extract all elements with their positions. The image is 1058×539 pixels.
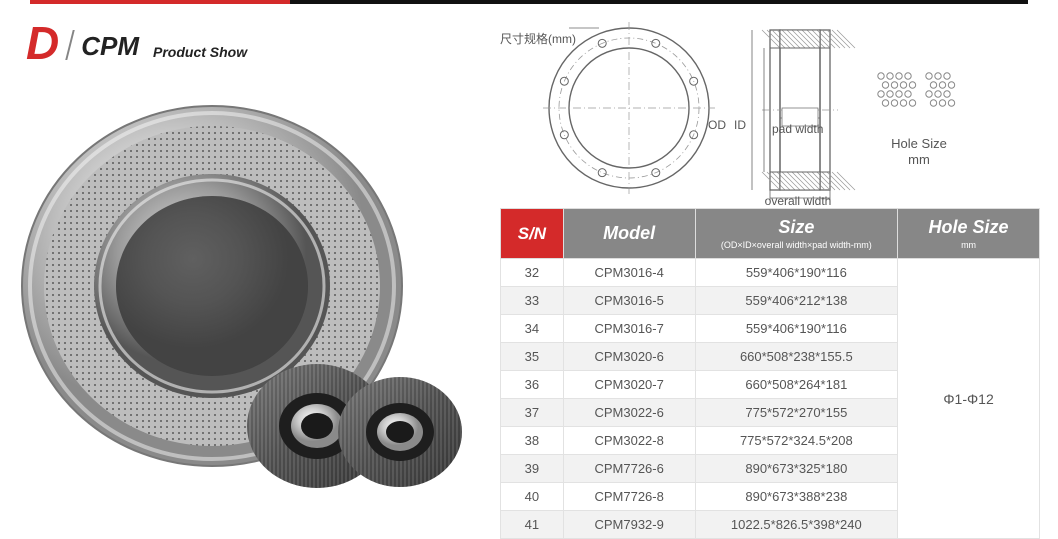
technical-drawings: 尺寸规格(mm) OD ID pad width overall width H… xyxy=(490,16,1030,206)
table-header-row: S/N Model Size (OD×ID×overall width×pad … xyxy=(501,209,1040,259)
cell-size: 559*406*190*116 xyxy=(695,315,898,343)
cell-model: CPM7932-9 xyxy=(563,511,695,539)
hole-pattern-diagram xyxy=(875,70,965,125)
cell-sn: 38 xyxy=(501,427,564,455)
cell-model: CPM3016-4 xyxy=(563,259,695,287)
heading-subtitle: Product Show xyxy=(153,44,247,60)
cell-size: 775*572*270*155 xyxy=(695,399,898,427)
cell-model: CPM3016-5 xyxy=(563,287,695,315)
col-hole-sub: mm xyxy=(902,240,1035,250)
heading-brand: CPM xyxy=(81,31,139,62)
heading-divider xyxy=(65,30,74,60)
cell-size: 660*508*238*155.5 xyxy=(695,343,898,371)
hole-size-text: Hole Size xyxy=(891,136,947,151)
heading-letter: D xyxy=(26,20,59,66)
col-size-text: Size xyxy=(778,217,814,237)
cell-size: 890*673*388*238 xyxy=(695,483,898,511)
cell-sn: 41 xyxy=(501,511,564,539)
cell-sn: 35 xyxy=(501,343,564,371)
cell-size: 559*406*190*116 xyxy=(695,259,898,287)
col-size-sub: (OD×ID×overall width×pad width-mm) xyxy=(700,240,894,250)
col-size: Size (OD×ID×overall width×pad width-mm) xyxy=(695,209,898,259)
cell-size: 660*508*264*181 xyxy=(695,371,898,399)
ring-side-view xyxy=(740,28,860,209)
cell-model: CPM3020-7 xyxy=(563,371,695,399)
cell-sn: 36 xyxy=(501,371,564,399)
cell-model: CPM7726-6 xyxy=(563,455,695,483)
spec-table: S/N Model Size (OD×ID×overall width×pad … xyxy=(500,208,1040,539)
cell-sn: 40 xyxy=(501,483,564,511)
col-sn: S/N xyxy=(501,209,564,259)
col-hole-text: Hole Size xyxy=(929,217,1009,237)
cell-model: CPM3022-6 xyxy=(563,399,695,427)
page-heading: D CPM Product Show xyxy=(26,20,247,66)
cell-size: 1022.5*826.5*398*240 xyxy=(695,511,898,539)
cell-sn: 34 xyxy=(501,315,564,343)
cell-model: CPM3016-7 xyxy=(563,315,695,343)
overall-width-label: overall width xyxy=(758,194,838,208)
hole-size-unit: mm xyxy=(908,152,930,167)
id-label: ID xyxy=(734,118,746,132)
top-red-line xyxy=(30,0,290,4)
cell-model: CPM3022-8 xyxy=(563,427,695,455)
cell-sn: 32 xyxy=(501,259,564,287)
col-hole: Hole Size mm xyxy=(898,209,1040,259)
table-row: 32CPM3016-4559*406*190*116Φ1-Φ12 xyxy=(501,259,1040,287)
cell-size: 559*406*212*138 xyxy=(695,287,898,315)
product-illustration xyxy=(12,96,462,496)
hole-size-caption: Hole Size mm xyxy=(880,136,958,167)
cell-sn: 37 xyxy=(501,399,564,427)
cell-sn: 33 xyxy=(501,287,564,315)
cell-sn: 39 xyxy=(501,455,564,483)
table-body: 32CPM3016-4559*406*190*116Φ1-Φ1233CPM301… xyxy=(501,259,1040,539)
col-model: Model xyxy=(563,209,695,259)
od-label: OD xyxy=(708,118,726,132)
ring-front-view xyxy=(542,21,716,195)
cell-hole-size: Φ1-Φ12 xyxy=(898,259,1040,539)
pad-width-label: pad width xyxy=(772,122,823,136)
cell-model: CPM7726-8 xyxy=(563,483,695,511)
cell-size: 890*673*325*180 xyxy=(695,455,898,483)
cell-model: CPM3020-6 xyxy=(563,343,695,371)
cell-size: 775*572*324.5*208 xyxy=(695,427,898,455)
